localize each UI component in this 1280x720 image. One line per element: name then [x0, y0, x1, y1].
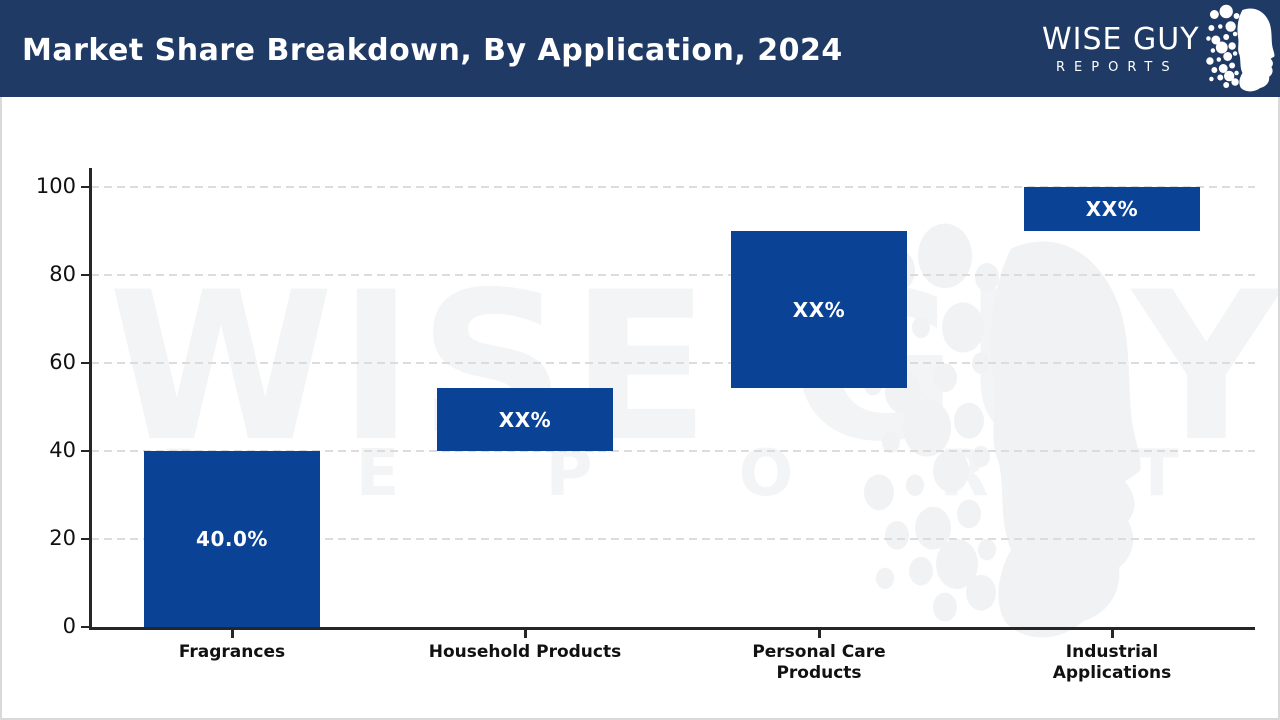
gridline-60 [91, 362, 1255, 364]
brand-logo-subtitle: REPORTS [1056, 60, 1179, 75]
gridline-20 [91, 538, 1255, 540]
x-tick-label-2: Personal Care Products [752, 642, 886, 683]
x-tick-3 [1111, 630, 1114, 638]
y-tick-20 [81, 538, 89, 540]
bar-value-label: XX% [1085, 197, 1139, 221]
page-title: Market Share Breakdown, By Application, … [22, 33, 843, 68]
y-tick-label-80: 80 [49, 262, 76, 286]
bar-value-label: XX% [498, 407, 552, 432]
y-tick-40 [81, 450, 89, 452]
gridline-100 [91, 186, 1255, 188]
brand-logo: WISE GUY REPORTS [1040, 0, 1280, 97]
x-tick-2 [818, 630, 821, 638]
bar-2: XX% [731, 231, 907, 389]
y-tick-label-20: 20 [49, 526, 76, 550]
y-tick-80 [81, 274, 89, 276]
x-tick-label-0: Fragrances [178, 642, 286, 662]
chart-region: WISE GUY R E P O R T S 02040608010040.0%… [0, 97, 1280, 720]
y-tick-label-0: 0 [62, 614, 76, 638]
y-tick-60 [81, 362, 89, 364]
bar-value-label: 40.0% [196, 527, 268, 551]
y-tick-label-100: 100 [35, 174, 76, 198]
gridline-40 [91, 450, 1255, 452]
x-tick-1 [524, 630, 527, 638]
y-tick-100 [81, 186, 89, 188]
y-tick-0 [81, 626, 89, 628]
gridline-80 [91, 274, 1255, 276]
x-tick-label-1: Household Products [428, 642, 622, 662]
bar-1: XX% [437, 388, 613, 451]
bar-value-label: XX% [792, 297, 846, 322]
bar-0: 40.0% [144, 451, 320, 627]
brand-logo-wordmark: WISE GUY [1042, 22, 1200, 57]
x-tick-0 [231, 630, 234, 638]
x-axis-line [89, 627, 1255, 630]
y-tick-label-60: 60 [49, 350, 76, 374]
x-tick-label-3: Industrial Applications [1052, 642, 1172, 683]
y-axis-line [89, 168, 92, 630]
bar-3: XX% [1024, 187, 1200, 231]
y-tick-label-40: 40 [49, 438, 76, 462]
dotted-head-logo-icon [1206, 4, 1275, 92]
page-header: Market Share Breakdown, By Application, … [0, 0, 1280, 97]
